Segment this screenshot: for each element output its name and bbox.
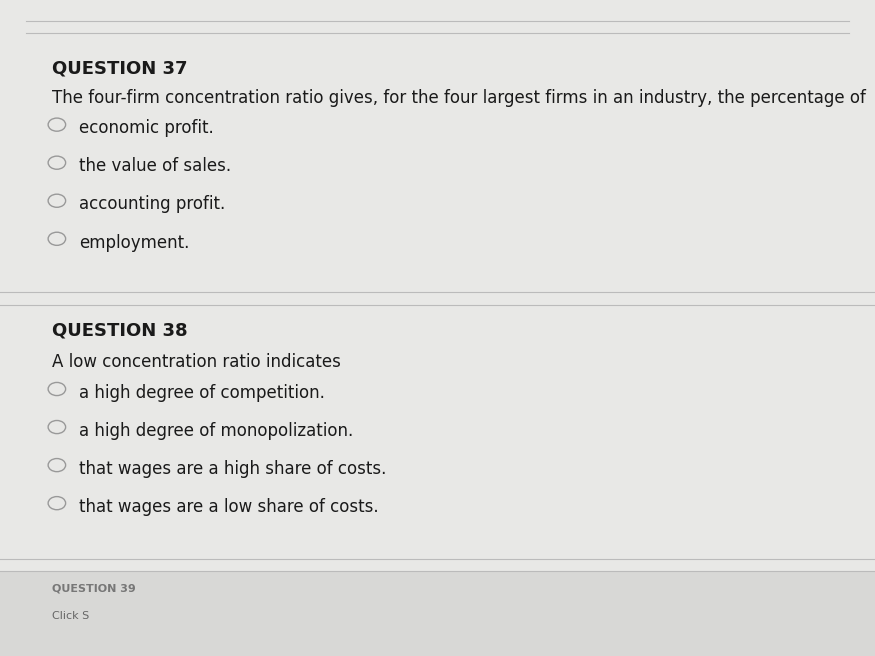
Text: the value of sales.: the value of sales. [79,157,231,175]
Text: QUESTION 39: QUESTION 39 [52,584,136,594]
Text: A low concentration ratio indicates: A low concentration ratio indicates [52,353,341,371]
Text: that wages are a high share of costs.: that wages are a high share of costs. [79,460,386,478]
Text: accounting profit.: accounting profit. [79,195,225,213]
Text: The four-firm concentration ratio gives, for the four largest firms in an indust: The four-firm concentration ratio gives,… [52,89,866,106]
Text: employment.: employment. [79,234,189,251]
Text: Click S: Click S [52,611,90,621]
Text: that wages are a low share of costs.: that wages are a low share of costs. [79,498,378,516]
Text: QUESTION 37: QUESTION 37 [52,59,188,77]
Bar [0,571,875,656]
Text: economic profit.: economic profit. [79,119,214,137]
Text: QUESTION 38: QUESTION 38 [52,321,188,339]
Text: a high degree of competition.: a high degree of competition. [79,384,325,401]
Text: a high degree of monopolization.: a high degree of monopolization. [79,422,353,440]
